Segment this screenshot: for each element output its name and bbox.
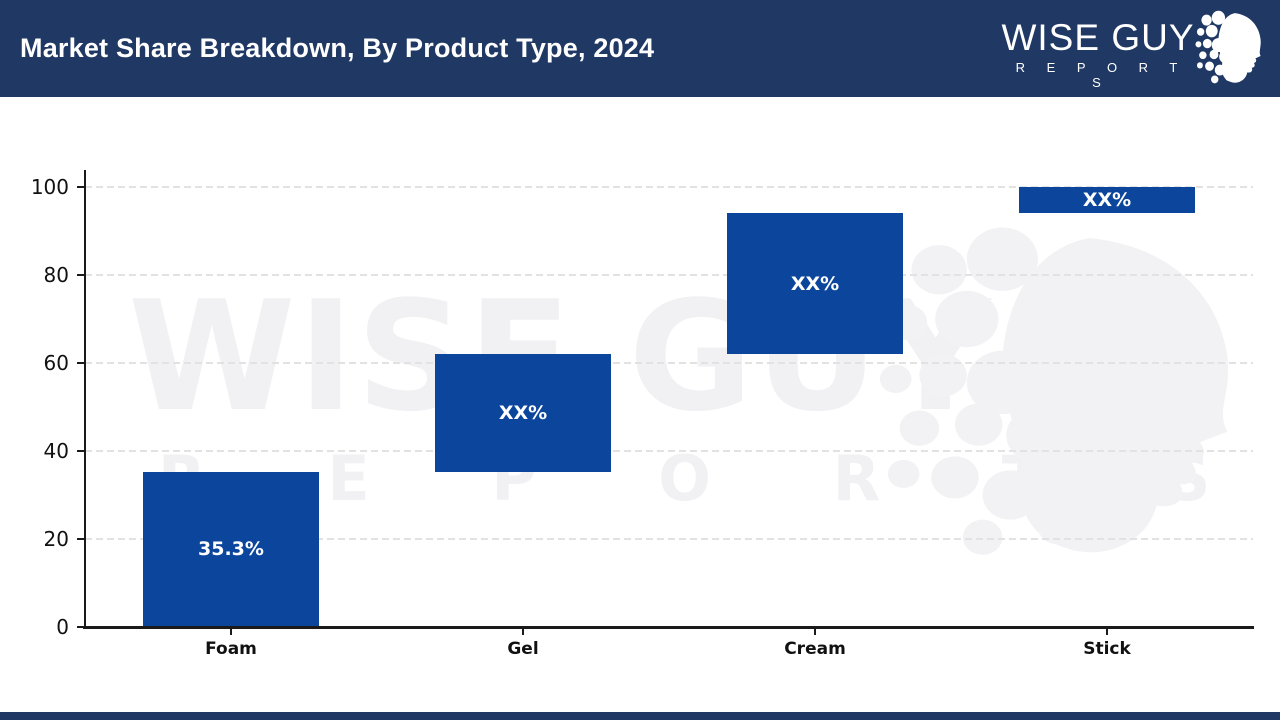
logo-subtitle: R E P O R T S [1015, 60, 1187, 90]
bar-value-label: 35.3% [198, 538, 264, 561]
y-axis-tick [77, 538, 85, 540]
page-title: Market Share Breakdown, By Product Type,… [20, 33, 655, 63]
bar-value-label: XX% [1082, 189, 1132, 212]
y-axis-tick [77, 274, 85, 276]
bar-cream: XX% [727, 213, 903, 355]
x-category-label: Stick [1083, 639, 1131, 659]
x-axis-tick [1106, 629, 1108, 635]
x-axis-spine [83, 626, 1254, 629]
bar-value-label: XX% [498, 401, 548, 424]
x-axis-tick [522, 629, 524, 635]
logo-head-icon [1195, 10, 1261, 84]
y-axis-tick-label: 20 [43, 527, 69, 551]
x-axis-tick [814, 629, 816, 635]
x-category-label: Cream [784, 639, 846, 659]
x-axis-tick [230, 629, 232, 635]
waterfall-chart: 0 20 40 60 80 100 35.3% Foam XX% Gel XX% Cream XX% St… [31, 170, 1254, 659]
y-axis-tick-label: 0 [56, 615, 69, 639]
y-axis-spine [84, 170, 86, 628]
bar-stick: XX% [1019, 187, 1195, 214]
bar-foam: 35.3% [143, 471, 319, 627]
y-axis-tick-label: 80 [43, 263, 69, 287]
header-bar: Market Share Breakdown, By Product Type,… [0, 0, 1280, 97]
grid-line [85, 274, 1253, 276]
brand-logo: WISE GUY R E P O R T S [1000, 8, 1268, 90]
y-axis-tick-label: 40 [43, 439, 69, 463]
grid-line [85, 362, 1253, 364]
bar-gel: XX% [435, 354, 611, 472]
y-axis-tick [77, 186, 85, 188]
y-axis-tick [77, 450, 85, 452]
bar-value-label: XX% [790, 272, 840, 295]
y-axis-tick [77, 362, 85, 364]
grid-line [85, 186, 1253, 188]
y-axis-tick [77, 626, 85, 628]
y-axis-tick-label: 60 [43, 351, 69, 375]
grid-line [85, 450, 1253, 452]
logo-wordmark: WISE GUY [1001, 17, 1195, 58]
x-category-label: Foam [205, 639, 257, 659]
x-category-label: Gel [507, 639, 539, 659]
footer-bar [0, 712, 1280, 720]
y-axis-tick-label: 100 [30, 175, 69, 199]
grid-line [85, 538, 1253, 540]
